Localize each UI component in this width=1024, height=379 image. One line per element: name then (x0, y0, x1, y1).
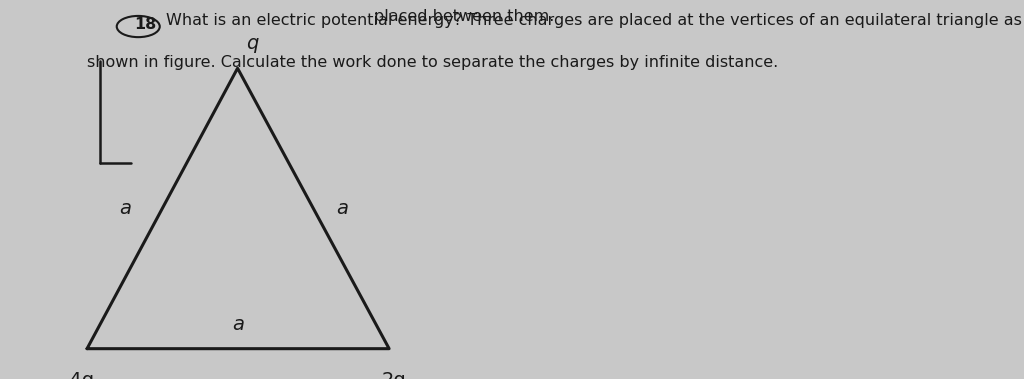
Text: a: a (120, 199, 131, 218)
Text: q: q (246, 34, 258, 53)
Text: −4q: −4q (54, 371, 95, 379)
Text: 2q: 2q (382, 371, 407, 379)
Text: What is an electric potential energy? Three charges are placed at the vertices o: What is an electric potential energy? Th… (166, 13, 1022, 28)
Text: a: a (232, 315, 244, 334)
Text: a: a (336, 199, 348, 218)
Text: 18: 18 (134, 17, 157, 32)
Text: shown in figure. Calculate the work done to separate the charges by infinite dis: shown in figure. Calculate the work done… (87, 55, 778, 70)
Text: placed between them.: placed between them. (374, 9, 554, 25)
